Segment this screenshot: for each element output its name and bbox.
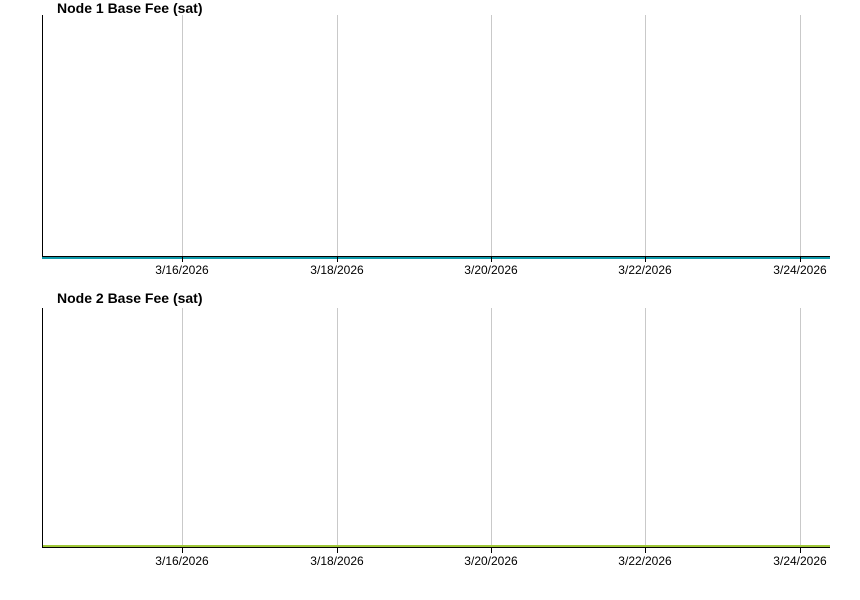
axis-tick	[491, 548, 492, 553]
x-tick-label: 3/20/2026	[464, 263, 518, 277]
chart-title: Node 2 Base Fee (sat)	[57, 290, 203, 306]
chart-title: Node 1 Base Fee (sat)	[57, 0, 203, 16]
axis-tick	[491, 257, 492, 262]
y-axis-line	[42, 15, 43, 257]
axis-tick	[337, 257, 338, 262]
plot-area	[42, 15, 830, 262]
gridline	[645, 308, 646, 547]
axis-tick	[645, 548, 646, 553]
x-tick-label: 3/22/2026	[618, 263, 672, 277]
series-line-node2	[42, 545, 830, 547]
gridline	[337, 15, 338, 256]
x-tick-label: 3/20/2026	[464, 554, 518, 568]
gridline	[491, 15, 492, 256]
gridline	[800, 15, 801, 256]
axis-tick	[800, 548, 801, 553]
axis-tick	[182, 548, 183, 553]
gridline	[491, 308, 492, 547]
x-tick-label: 3/22/2026	[618, 554, 672, 568]
axis-tick	[645, 257, 646, 262]
node2-base-fee-chart: Node 2 Base Fee (sat) 3/16/2026 3/18/202…	[0, 290, 860, 572]
x-axis-labels: 3/16/2026 3/18/2026 3/20/2026 3/22/2026 …	[42, 553, 830, 569]
gridline	[800, 308, 801, 547]
x-axis-line	[42, 256, 830, 257]
x-tick-label: 3/16/2026	[155, 554, 209, 568]
axis-tick	[800, 257, 801, 262]
gridline	[182, 15, 183, 256]
x-axis-labels: 3/16/2026 3/18/2026 3/20/2026 3/22/2026 …	[42, 262, 830, 278]
gridline	[182, 308, 183, 547]
axis-tick	[337, 548, 338, 553]
x-tick-label: 3/16/2026	[155, 263, 209, 277]
y-axis-line	[42, 308, 43, 548]
axis-tick	[182, 257, 183, 262]
x-tick-label: 3/18/2026	[310, 263, 364, 277]
node1-base-fee-chart: Node 1 Base Fee (sat) 3/16/2026 3/18/202…	[0, 0, 860, 282]
x-axis-line	[42, 547, 830, 548]
plot-area	[42, 308, 830, 553]
gridline	[645, 15, 646, 256]
x-tick-label: 3/18/2026	[310, 554, 364, 568]
gridline	[337, 308, 338, 547]
series-line-node1	[42, 257, 830, 259]
x-tick-label: 3/24/2026	[773, 554, 827, 568]
x-tick-label: 3/24/2026	[773, 263, 827, 277]
